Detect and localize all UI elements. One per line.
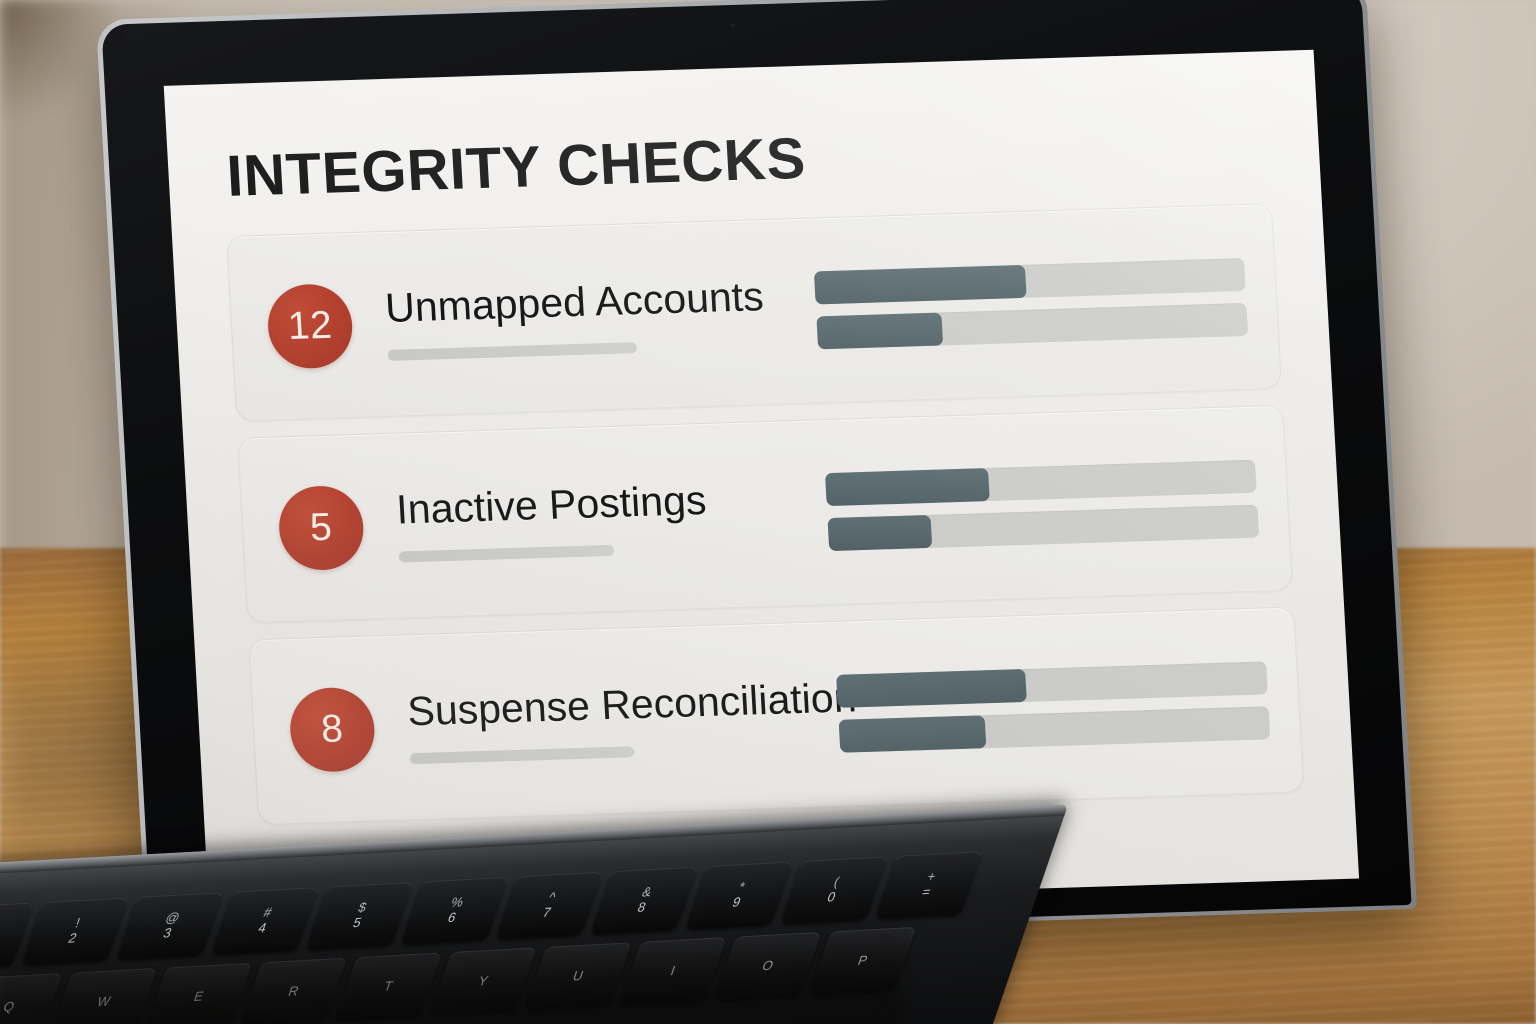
check-text-block: Inactive Postings [395, 475, 829, 563]
key-legend-top: Y [476, 972, 491, 989]
laptop-lid: INTEGRITY CHECKS 12 Unmapped Accounts [96, 0, 1417, 949]
key-legend-top: U [571, 967, 586, 984]
key-legend-top: R [286, 982, 302, 999]
keyboard-key[interactable]: T [334, 952, 443, 1021]
key-legend-bottom: 3 [161, 924, 175, 941]
count-badge: 8 [288, 686, 377, 773]
key-legend-top: W [95, 992, 114, 1009]
integrity-checks-list: 12 Unmapped Accounts [226, 203, 1305, 826]
keyboard-key[interactable]: I [619, 937, 727, 1005]
progress-bar-fill [827, 514, 933, 552]
keyboard-key[interactable]: O [714, 931, 822, 1000]
count-badge: 12 [265, 283, 355, 370]
progress-bar-fill [825, 468, 991, 507]
key-legend-top: O [760, 956, 777, 973]
laptop-screen: INTEGRITY CHECKS 12 Unmapped Accounts [163, 49, 1360, 915]
keyboard-key[interactable]: Y [429, 947, 538, 1016]
keyboard-key[interactable]: Q [0, 973, 63, 1024]
key-legend-bottom: 9 [730, 894, 744, 910]
check-label: Inactive Postings [395, 476, 708, 533]
progress-bar-secondary[interactable] [827, 504, 1260, 552]
keyboard-key[interactable]: #4 [211, 887, 319, 955]
check-label: Unmapped Accounts [383, 273, 765, 331]
keyboard-key[interactable]: + = [875, 851, 983, 920]
key-legend-bottom: 8 [635, 899, 649, 915]
placeholder-subline [387, 342, 638, 361]
progress-bar-group [813, 257, 1249, 350]
progress-bar-primary[interactable] [836, 661, 1268, 708]
keyboard-key[interactable]: ^ 7 [495, 871, 604, 940]
progress-bar-fill [813, 264, 1027, 305]
progress-bar-fill [816, 312, 943, 350]
key-legend-top: ( [831, 873, 842, 890]
key-legend-bottom: 6 [445, 909, 459, 926]
keyboard-key[interactable]: R [239, 957, 348, 1024]
key-legend-bottom: 4 [256, 919, 269, 936]
progress-bar-secondary[interactable] [838, 706, 1271, 753]
placeholder-subline [398, 544, 615, 563]
progress-bar-group [825, 459, 1260, 552]
progress-bar-fill [836, 668, 1028, 708]
page-title: INTEGRITY CHECKS [225, 125, 808, 209]
progress-bar-primary[interactable] [813, 257, 1246, 305]
key-legend-top: I [668, 962, 678, 978]
keyboard-key[interactable]: $5 [305, 881, 414, 950]
check-text-block: Unmapped Accounts [383, 273, 818, 361]
keyboard-key[interactable]: ! 2 [21, 897, 129, 966]
key-legend-top: P [855, 951, 871, 968]
keyboard-key[interactable]: & 8 [590, 866, 699, 935]
keyboard-key[interactable]: E [144, 962, 253, 1024]
progress-bar-primary[interactable] [825, 459, 1257, 507]
key-legend-bottom: 2 [66, 930, 80, 946]
keyboard-key[interactable]: W [50, 967, 158, 1024]
progress-bar-secondary[interactable] [816, 302, 1249, 350]
key-legend-top: T [382, 977, 396, 994]
keyboard-key[interactable]: @3 [116, 892, 224, 961]
key-legend-bottom: 5 [351, 914, 364, 931]
check-label: Suspense Reconciliation [406, 674, 858, 735]
key-legend-top: ! [73, 914, 83, 931]
check-card-inactive-postings[interactable]: 5 Inactive Postings [237, 404, 1294, 624]
key-legend-top: E [191, 987, 207, 1004]
check-card-unmapped-accounts[interactable]: 12 Unmapped Accounts [226, 203, 1283, 422]
app-viewport: INTEGRITY CHECKS 12 Unmapped Accounts [164, 50, 1359, 915]
keyboard-key[interactable]: U [524, 942, 632, 1011]
check-text-block: Suspense Reconciliation [406, 674, 858, 765]
keyboard-keys: esc~1!2@3#4$5%6^7&8*9(0+=tabQWERTYUIOP [0, 850, 1012, 1024]
key-legend-bottom: 0 [825, 888, 839, 905]
key-legend-bottom: 7 [540, 904, 554, 921]
check-card-suspense-reconciliation[interactable]: 8 Suspense Reconciliation [248, 606, 1305, 826]
progress-bar-fill [838, 715, 987, 753]
keyboard-key[interactable]: P [808, 926, 917, 995]
keyboard-key[interactable]: % 6 [400, 876, 509, 945]
placeholder-subline [409, 746, 634, 765]
key-legend-top: Q [1, 998, 18, 1014]
key-legend-bottom: = [919, 883, 934, 900]
keyboard-key[interactable]: * 9 [685, 861, 793, 930]
progress-bar-group [836, 661, 1271, 753]
keyboard-key[interactable]: (0 [780, 856, 888, 925]
count-badge: 5 [276, 484, 366, 572]
webcam-icon [728, 21, 736, 30]
corner-vignette [0, 0, 120, 120]
